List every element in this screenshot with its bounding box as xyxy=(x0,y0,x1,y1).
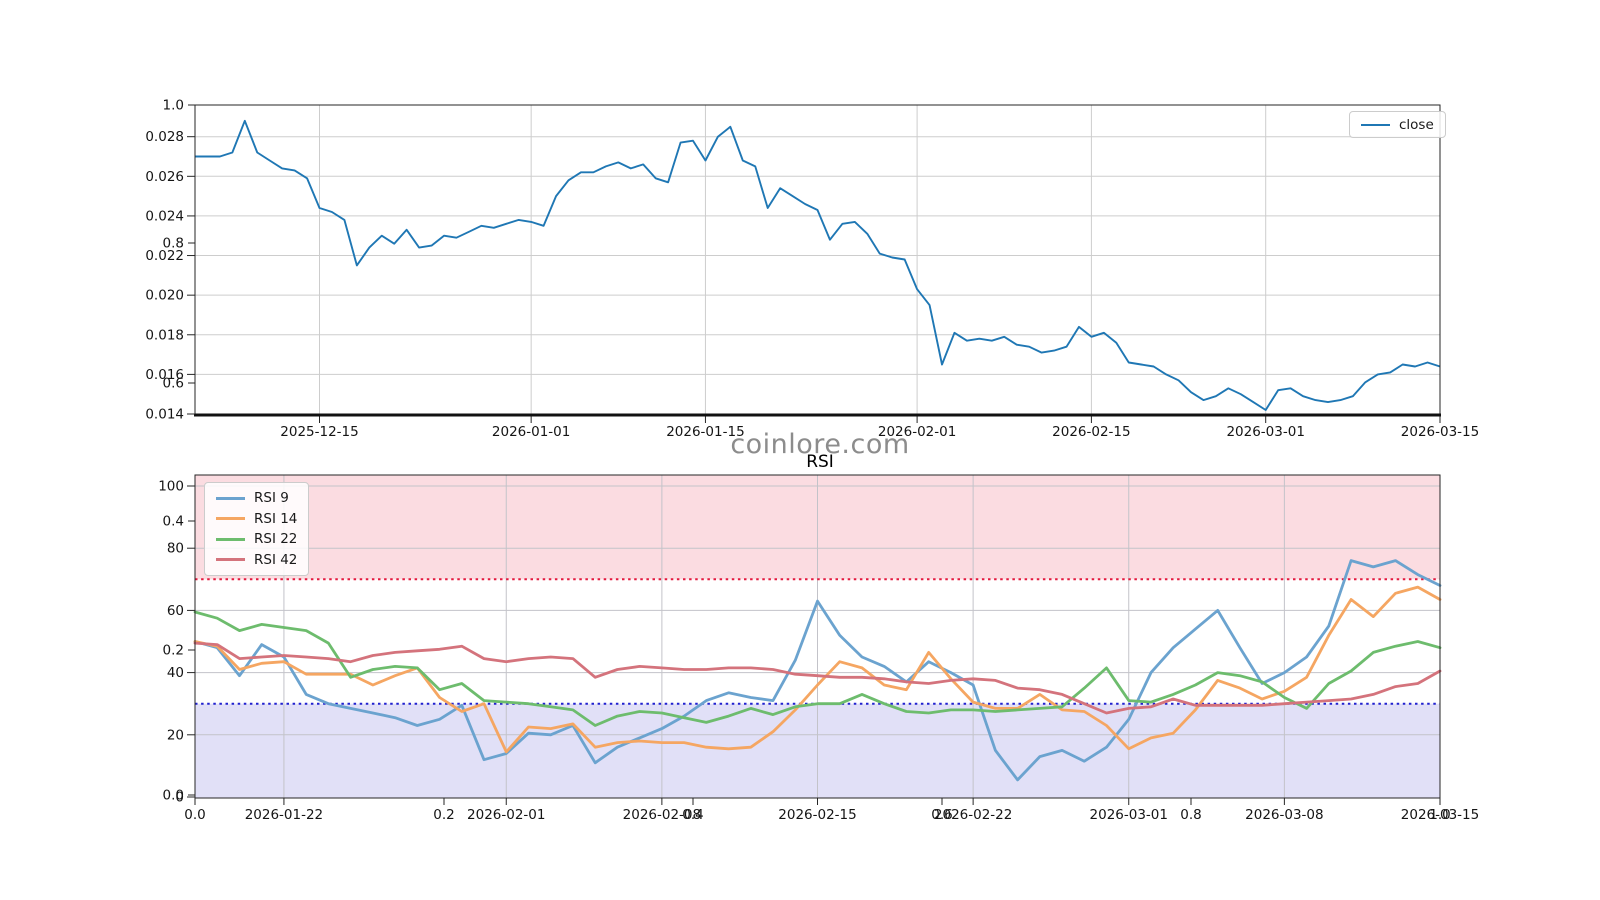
x-tick-label: 2026-02-08 xyxy=(623,807,701,823)
phantom-y-tick-label: 0.4 xyxy=(163,514,184,530)
rsi-14-swatch xyxy=(216,517,245,521)
phantom-y-tick-label: 0.0 xyxy=(163,788,184,804)
x-tick-label: 2026-02-15 xyxy=(778,807,856,823)
legend-item-rsi-14: RSI 14 xyxy=(216,509,297,530)
x-tick-label: 2026-02-01 xyxy=(878,424,956,440)
price-axes-frame xyxy=(194,104,1441,416)
x-tick-label: 2026-02-22 xyxy=(934,807,1012,823)
y-tick-label: 0.024 xyxy=(145,208,184,224)
y-tick-label: 20 xyxy=(167,727,184,743)
x-tick-label: 2025-12-15 xyxy=(280,424,358,440)
legend-label: RSI 14 xyxy=(254,510,298,527)
phantom-x-tick-label: 0.2 xyxy=(433,807,454,823)
y-tick-label: 0.026 xyxy=(145,169,184,185)
legend-label: RSI 22 xyxy=(254,531,298,548)
legend-rsi: RSI 9 RSI 14 RSI 22 RSI 42 xyxy=(204,482,310,576)
x-tick-label: 2026-03-01 xyxy=(1090,807,1168,823)
x-tick-label: 2026-01-15 xyxy=(666,424,744,440)
legend-item-rsi-22: RSI 22 xyxy=(216,529,297,550)
rsi-9-swatch xyxy=(216,496,245,500)
y-tick-label: 0.014 xyxy=(145,407,184,423)
x-tick-label: 2026-02-01 xyxy=(467,807,545,823)
y-tick-label: 60 xyxy=(167,603,184,619)
legend-label: RSI 9 xyxy=(254,490,289,507)
x-tick-label: 2026-03-15 xyxy=(1401,807,1479,823)
x-tick-label: 2026-03-01 xyxy=(1226,424,1304,440)
close-line-swatch xyxy=(1361,123,1390,126)
legend-close: close xyxy=(1349,111,1446,138)
x-tick-label: 2026-03-08 xyxy=(1245,807,1323,823)
rsi-9-line xyxy=(193,559,1442,782)
y-tick-label: 0.028 xyxy=(145,129,184,145)
y-tick-label: 0.018 xyxy=(145,327,184,343)
phantom-x-tick-label: 1.0 xyxy=(1429,807,1450,823)
legend-item-rsi-9: RSI 9 xyxy=(216,488,297,509)
watermark: coinlore.com xyxy=(730,429,910,460)
x-tick-label: 2026-02-15 xyxy=(1052,424,1130,440)
y-tick-label: 0.016 xyxy=(145,367,184,383)
x-tick-label: 2026-01-01 xyxy=(492,424,570,440)
rsi-panel-title: RSI xyxy=(806,452,834,472)
rsi-14-line xyxy=(193,585,1442,754)
phantom-axis: 1.0 0.8 0.6 0.4 0.2 0.00.0 0.2 0.4 0.6 0.8 1.0 xyxy=(163,98,1451,824)
phantom-x-tick-label: 0.0 xyxy=(184,807,205,823)
y-tick-label: 0.022 xyxy=(145,248,184,264)
phantom-y-tick-label: 0.8 xyxy=(163,236,184,252)
rsi-22-swatch xyxy=(216,537,245,541)
phantom-x-tick-label: 0.4 xyxy=(682,807,703,823)
y-tick-label: 40 xyxy=(167,665,184,681)
x-tick-label: 2026-03-15 xyxy=(1401,424,1479,440)
phantom-x-tick-label: 0.8 xyxy=(1180,807,1201,823)
phantom-y-tick-label: 0.6 xyxy=(163,376,184,392)
rsi-panel: 0 20 40 60 80 100 2026-01-22 2026-02-01 2026-02-… xyxy=(158,474,1479,823)
legend-label: RSI 42 xyxy=(254,551,298,568)
y-tick-label: 100 xyxy=(158,479,184,495)
rsi-22-line xyxy=(193,610,1442,727)
phantom-y-tick-label: 1.0 xyxy=(163,98,184,114)
y-tick-label: 0 xyxy=(175,790,184,806)
legend-item-rsi-42: RSI 42 xyxy=(216,550,297,571)
close-line xyxy=(195,119,1441,411)
x-tick-label: 2026-01-22 xyxy=(245,807,323,823)
phantom-x-tick-label: 0.6 xyxy=(931,807,952,823)
phantom-y-tick-label: 0.2 xyxy=(163,643,184,659)
y-tick-label: 0.020 xyxy=(145,288,184,304)
rsi-42-line xyxy=(193,641,1442,715)
rsi-42-swatch xyxy=(216,558,245,562)
legend-close-label: close xyxy=(1399,116,1434,133)
price-panel: 0.014 0.016 0.018 0.020 0.022 0.024 0.026 0.028… xyxy=(145,104,1479,440)
y-tick-label: 80 xyxy=(167,541,184,557)
